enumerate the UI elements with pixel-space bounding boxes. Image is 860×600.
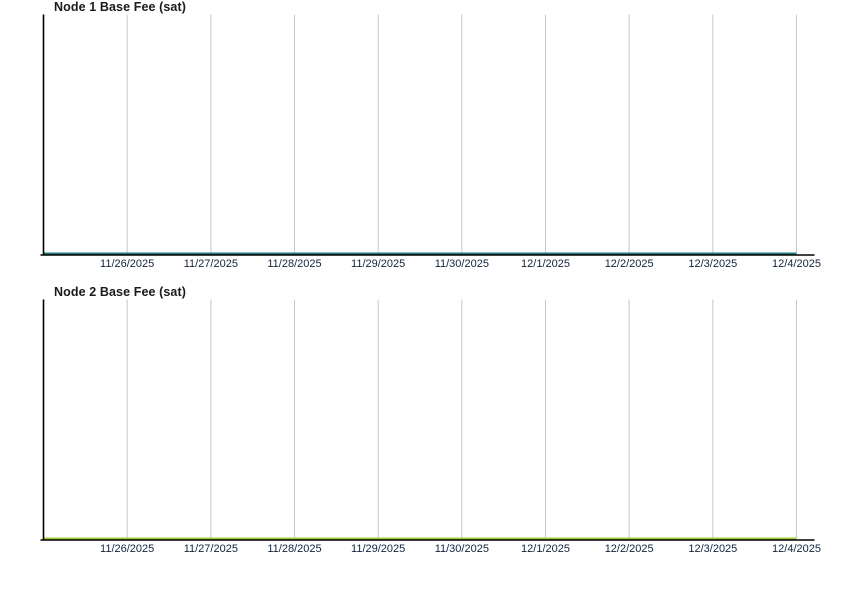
chart-title-node-1: Node 1 Base Fee (sat): [54, 0, 187, 14]
line-chart-node-2: [40, 299, 815, 541]
x-axis-tick-labels-node-2: 11/26/2025 11/27/2025 11/28/2025 11/29/2025…: [0, 543, 860, 563]
x-axis-tick-label: 11/27/2025: [183, 258, 238, 270]
x-axis-tick-label: 11/26/2025: [100, 543, 155, 555]
plot-area-node-1: [0, 14, 860, 256]
x-axis-tick-label: 12/2/2025: [604, 258, 654, 270]
x-axis-tick-labels-node-1: 11/26/2025 11/27/2025 11/28/2025 11/29/2025…: [0, 258, 860, 278]
x-axis-tick-label: 12/4/2025: [772, 543, 821, 555]
x-axis-tick-label: 11/28/2025: [267, 543, 322, 555]
line-chart-node-1: [40, 14, 815, 256]
x-axis-tick-label: 11/29/2025: [351, 543, 406, 555]
chart-panel-node-2: Node 2 Base Fee (sat) 11/26/2025 11/27/20…: [0, 285, 860, 585]
plot-area-node-2: [0, 299, 860, 541]
x-axis-tick-label: 11/30/2025: [434, 258, 489, 270]
x-axis-tick-label: 11/29/2025: [351, 258, 406, 270]
x-axis-tick-label: 12/3/2025: [688, 258, 738, 270]
x-axis-tick-label: 11/26/2025: [100, 258, 155, 270]
x-axis-tick-label: 12/3/2025: [688, 543, 738, 555]
chart-panel-node-1: Node 1 Base Fee (sat) 11/26/2025 11/27/20…: [0, 0, 860, 285]
x-axis-tick-label: 11/30/2025: [434, 543, 489, 555]
x-axis-tick-label: 12/2/2025: [604, 543, 654, 555]
x-axis-tick-label: 11/27/2025: [183, 543, 238, 555]
x-axis-tick-label: 12/4/2025: [772, 258, 821, 270]
x-axis-tick-label: 12/1/2025: [521, 258, 570, 270]
chart-title-node-2: Node 2 Base Fee (sat): [54, 285, 187, 299]
x-axis-tick-label: 12/1/2025: [521, 543, 570, 555]
x-axis-tick-label: 11/28/2025: [267, 258, 322, 270]
